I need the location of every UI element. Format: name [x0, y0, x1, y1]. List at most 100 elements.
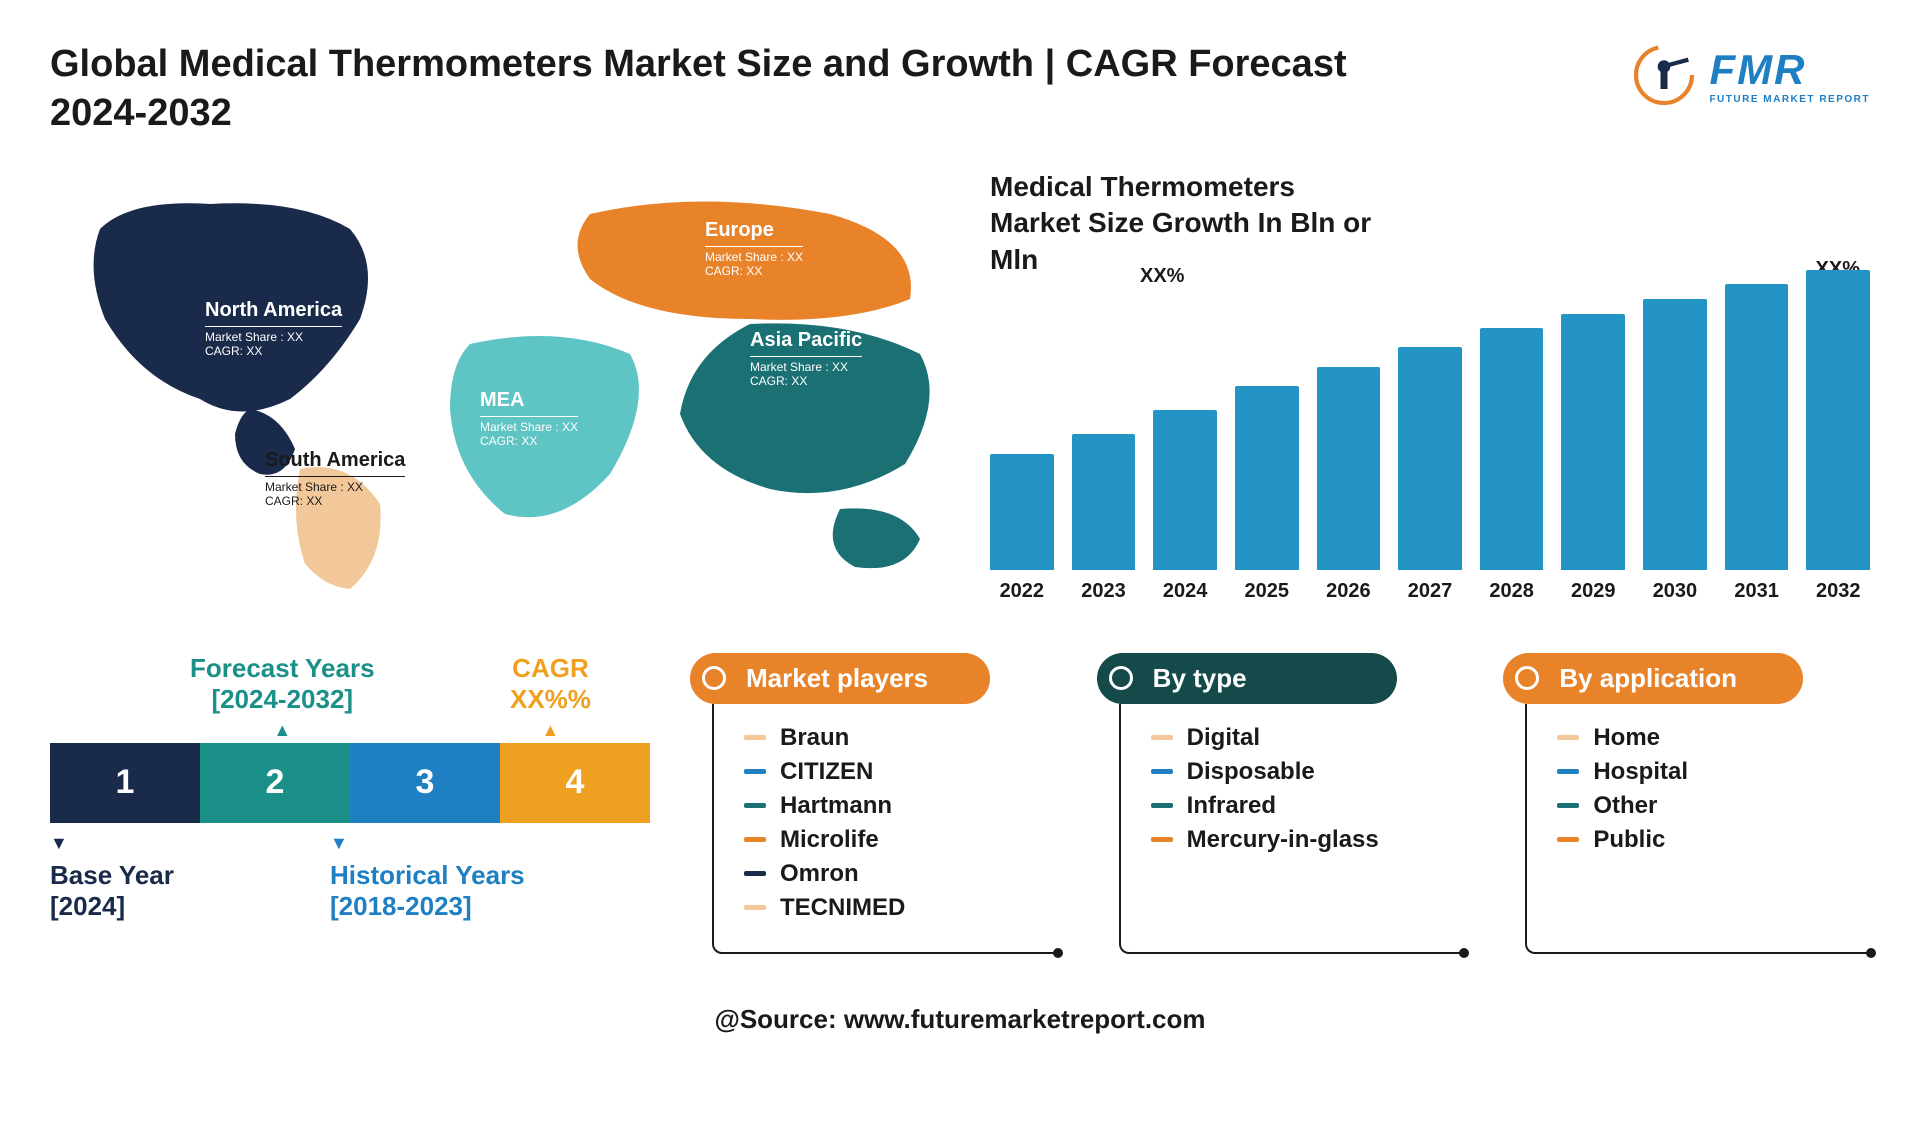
category-item-label: Hospital: [1593, 758, 1688, 786]
bar: [1725, 284, 1789, 569]
category-item: Omron: [744, 860, 1057, 888]
bar-chart: Medical Thermometers Market Size Growth …: [990, 169, 1870, 603]
bar-col: 2029: [1561, 314, 1625, 603]
timeline-segment: 3: [350, 743, 500, 823]
forecast-label: Forecast Years [2024-2032] ▲: [190, 653, 375, 742]
dash-icon: [1557, 769, 1579, 774]
logo-sub-text: FUTURE MARKET REPORT: [1709, 94, 1870, 105]
page-title: Global Medical Thermometers Market Size …: [50, 40, 1450, 139]
bar-year-label: 2029: [1571, 580, 1616, 603]
category-item-label: CITIZEN: [780, 758, 873, 786]
bar-year-label: 2023: [1081, 580, 1126, 603]
logo-fmr-text: FMR: [1709, 46, 1870, 94]
region-name: South America: [265, 449, 405, 472]
dot-icon: [702, 666, 726, 690]
dash-icon: [744, 871, 766, 876]
category-box: By application Home Hospital Other Publi…: [1503, 653, 1870, 954]
category-item: Disposable: [1151, 758, 1464, 786]
region-label-ap: Asia Pacific Market Share : XXCAGR: XX: [750, 329, 862, 388]
bar-col: 2028: [1480, 328, 1544, 603]
world-map: North America Market Share : XXCAGR: XX S…: [50, 169, 950, 589]
region-name: Asia Pacific: [750, 329, 862, 352]
timeline-segment: 2: [200, 743, 350, 823]
dash-icon: [1557, 837, 1579, 842]
dash-icon: [744, 769, 766, 774]
bar-col: 2030: [1643, 299, 1707, 603]
category-item-label: Braun: [780, 724, 849, 752]
bar-col: 2026: [1317, 367, 1381, 603]
bar-year-label: 2031: [1734, 580, 1779, 603]
category-header: By type: [1097, 653, 1397, 704]
timeline-segment: 4: [500, 743, 650, 823]
cagr-value: XX%%: [510, 684, 591, 714]
triangle-down-icon: ▼: [330, 833, 525, 855]
category-item: Infrared: [1151, 792, 1464, 820]
bar: [1806, 270, 1870, 570]
category-title: By application: [1559, 663, 1737, 694]
bar: [1317, 367, 1381, 570]
dash-icon: [744, 837, 766, 842]
bar-year-label: 2025: [1244, 580, 1289, 603]
category-item: Other: [1557, 792, 1870, 820]
category-body: Braun CITIZEN Hartmann Microlife Omron T…: [712, 704, 1057, 954]
bar-year-label: 2026: [1326, 580, 1371, 603]
category-body: Digital Disposable Infrared Mercury-in-g…: [1119, 704, 1464, 954]
region-label-mea: MEA Market Share : XXCAGR: XX: [480, 389, 578, 448]
category-header: Market players: [690, 653, 990, 704]
label-2024: XX%: [1140, 265, 1184, 288]
historical-label: ▼ Historical Years [2018-2023]: [330, 833, 525, 922]
bar-year-label: 2028: [1489, 580, 1534, 603]
bar: [1235, 386, 1299, 570]
header: Global Medical Thermometers Market Size …: [50, 40, 1870, 139]
dash-icon: [1151, 837, 1173, 842]
category-title: By type: [1153, 663, 1247, 694]
category-item-label: Disposable: [1187, 758, 1315, 786]
category-item-label: Other: [1593, 792, 1657, 820]
timeline-strip: 1234: [50, 743, 650, 823]
dash-icon: [1151, 735, 1173, 740]
category-item: TECNIMED: [744, 894, 1057, 922]
logo-text: FMR FUTURE MARKET REPORT: [1709, 46, 1870, 105]
region-stats: Market Share : XXCAGR: XX: [705, 246, 803, 278]
dash-icon: [1557, 735, 1579, 740]
region-label-sa: South America Market Share : XXCAGR: XX: [265, 449, 405, 508]
cagr-text: CAGR: [512, 653, 589, 683]
category-item-label: Infrared: [1187, 792, 1276, 820]
bar-year-label: 2030: [1653, 580, 1698, 603]
base-range: [2024]: [50, 891, 125, 921]
dash-icon: [744, 905, 766, 910]
category-item: CITIZEN: [744, 758, 1057, 786]
category-item-label: TECNIMED: [780, 894, 905, 922]
bar-col: 2025: [1235, 386, 1299, 603]
bar-col: 2023: [1072, 434, 1136, 602]
bar: [1643, 299, 1707, 570]
region-name: MEA: [480, 389, 578, 412]
category-item: Microlife: [744, 826, 1057, 854]
category-item: Hospital: [1557, 758, 1870, 786]
region-name: North America: [205, 299, 342, 322]
region-label-eu: Europe Market Share : XXCAGR: XX: [705, 219, 803, 278]
region-stats: Market Share : XXCAGR: XX: [480, 416, 578, 448]
bar: [1153, 410, 1217, 570]
category-item: Mercury-in-glass: [1151, 826, 1464, 854]
category-box: By type Digital Disposable Infrared Merc…: [1097, 653, 1464, 954]
category-item: Public: [1557, 826, 1870, 854]
category-item-label: Mercury-in-glass: [1187, 826, 1379, 854]
timeline-segment: 1: [50, 743, 200, 823]
chart-title: Medical Thermometers Market Size Growth …: [990, 169, 1390, 278]
base-year-label: ▼ Base Year [2024]: [50, 833, 174, 922]
cagr-label: CAGR XX%% ▲: [510, 653, 591, 742]
category-item: Braun: [744, 724, 1057, 752]
region-label-na: North America Market Share : XXCAGR: XX: [205, 299, 342, 358]
category-body: Home Hospital Other Public: [1525, 704, 1870, 954]
category-item: Hartmann: [744, 792, 1057, 820]
category-item-label: Hartmann: [780, 792, 892, 820]
triangle-down-icon: ▼: [50, 833, 174, 855]
forecast-range: [2024-2032]: [211, 684, 353, 714]
bar: [1480, 328, 1544, 570]
fmr-logo-icon: [1629, 40, 1699, 110]
region-name: Europe: [705, 219, 803, 242]
category-item: Home: [1557, 724, 1870, 752]
source-line: @Source: www.futuremarketreport.com: [50, 1004, 1870, 1035]
bars-container: 2022 2023 2024 2025 2026 2027 2028 2029 …: [990, 293, 1870, 603]
